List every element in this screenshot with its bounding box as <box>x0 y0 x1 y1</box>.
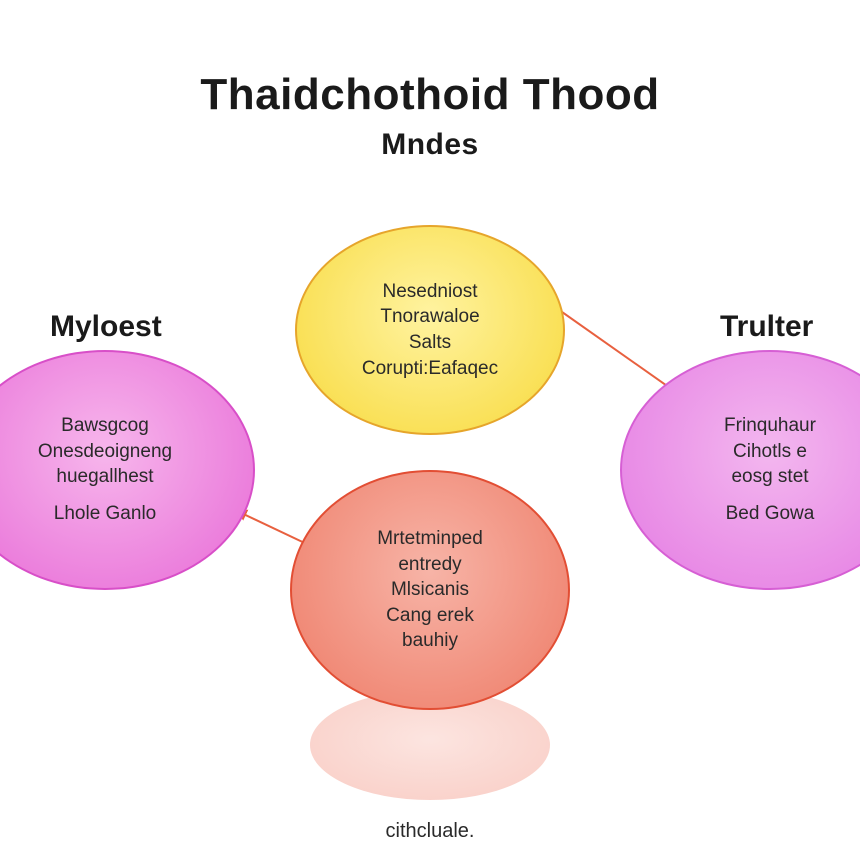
label-right: Trulter <box>720 310 813 344</box>
bubble-line: Cang erek <box>386 603 474 629</box>
bubble-line: Mlsicanis <box>391 577 469 603</box>
bottom-caption: cithcluale. <box>0 820 860 843</box>
label-left: Myloest <box>50 310 162 344</box>
bubble-line: entredy <box>398 552 461 578</box>
bubble-line: Lhole Ganlo <box>54 501 156 527</box>
bubble-line: Mrtetminped <box>377 526 483 552</box>
bubble-line: Bed Gowa <box>726 501 815 527</box>
bubble-line <box>102 490 107 501</box>
diagram-canvas: Thaidchothoid Thood Mndes Myloest Trulte… <box>0 0 860 860</box>
bubble-line: Nesedniost <box>382 279 477 305</box>
bubble-line: Salts <box>409 330 451 356</box>
title-line-2: Mndes <box>0 128 860 162</box>
bubble-left: BawsgcogOnesdeoignenghuegallhest Lhole G… <box>0 350 255 590</box>
bubble-line: Cihotls e <box>733 439 807 465</box>
bubble-line: Bawsgcog <box>61 413 149 439</box>
title-line-1: Thaidchothoid Thood <box>0 70 860 120</box>
bubble-line: Corupti:Eafaqec <box>362 356 498 382</box>
bubble-top: NesedniostTnorawaloeSaltsCorupti:Eafaqec <box>295 225 565 435</box>
bubble-line: eosg stet <box>731 464 808 490</box>
bubble-right: FrinquhaurCihotls eeosg stet Bed Gowa <box>620 350 860 590</box>
bubble-line: huegallhest <box>56 464 153 490</box>
bubble-line <box>767 490 772 501</box>
bubble-line: Onesdeoigneng <box>38 439 172 465</box>
bubble-line: Tnorawaloe <box>380 304 479 330</box>
bubble-center: MrtetminpedentredyMlsicanisCang erekbauh… <box>290 470 570 710</box>
bubble-line: Frinquhaur <box>724 413 816 439</box>
bubble-line: bauhiy <box>402 628 458 654</box>
